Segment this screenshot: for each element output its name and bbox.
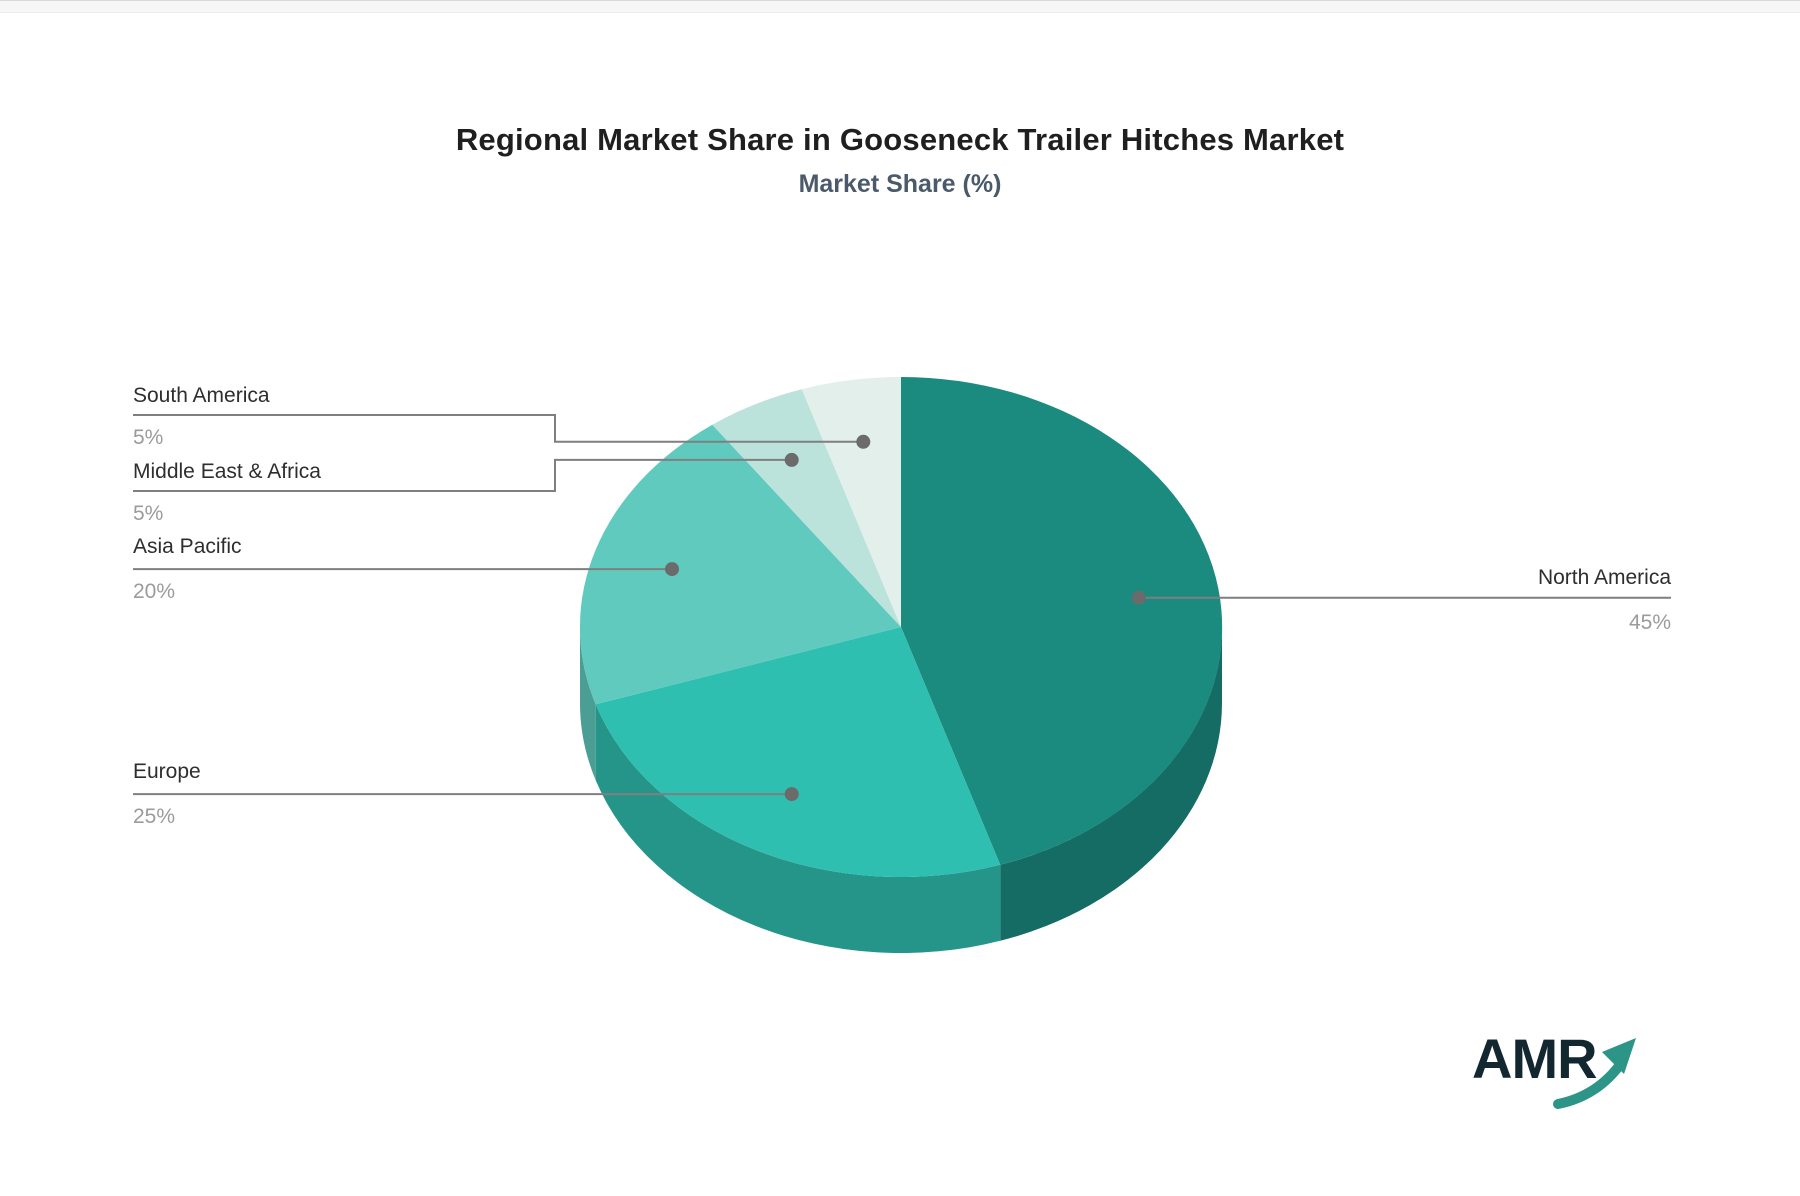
callout-label-south-america: South America (133, 384, 270, 407)
callout-label-europe: Europe (133, 760, 201, 783)
chart-subtitle: Market Share (%) (798, 170, 1002, 198)
pie-slice-side-north-america (1000, 627, 1222, 941)
leader-dot-south-america (856, 434, 871, 449)
pie-slice-north-america[interactable] (901, 376, 1223, 865)
callout-value-middle-east-africa: 5% (133, 502, 164, 525)
callout-label-asia-pacific: Asia Pacific (133, 535, 242, 558)
pie-slice-middle-east-africa[interactable] (712, 389, 901, 627)
pie-slice-south-america[interactable] (801, 376, 901, 627)
pie-slice-side-asia-pacific (579, 627, 596, 781)
callout-label-north-america: North America (1537, 566, 1671, 589)
top-bar (0, 0, 1800, 13)
leader-dot-europe (784, 787, 799, 802)
leader-dot-middle-east-africa (784, 452, 799, 467)
leader-line-south-america (133, 414, 864, 443)
amr-logo-text: AMR (1472, 1027, 1598, 1090)
callout-value-north-america: 45% (1628, 611, 1671, 634)
growth-arrow-icon (1553, 1038, 1636, 1109)
pie-slice-asia-pacific[interactable] (579, 424, 901, 705)
pie-slice-europe[interactable] (595, 627, 1001, 878)
chart-title: Regional Market Share in Gooseneck Trail… (455, 122, 1345, 157)
leader-line-middle-east-africa (133, 458, 792, 492)
amr-logo: AMR (1472, 1026, 1652, 1116)
callout-value-south-america: 5% (133, 426, 164, 449)
callout-value-europe: 25% (133, 805, 176, 828)
callout-label-middle-east-africa: Middle East & Africa (133, 460, 321, 483)
pie-slice-side-europe (595, 704, 1001, 954)
leader-dot-north-america (1131, 590, 1146, 605)
leader-dot-asia-pacific (665, 562, 679, 577)
callout-value-asia-pacific: 20% (133, 580, 176, 603)
